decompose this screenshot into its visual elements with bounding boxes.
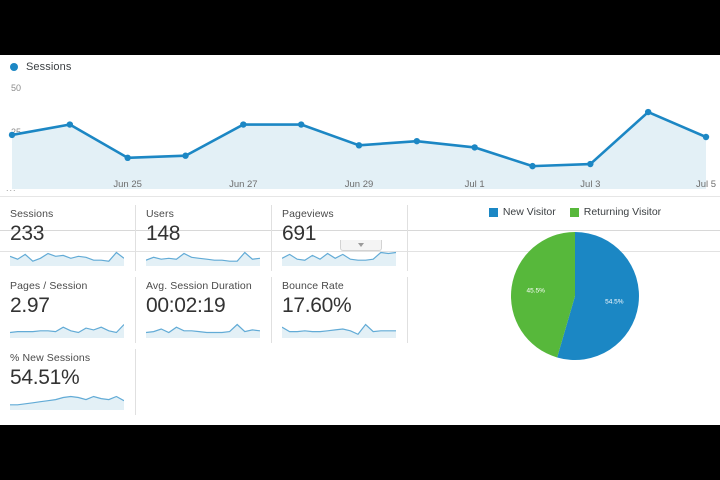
pie-chart-wrap[interactable]: 54.5% 45.5% [430,218,720,383]
metric-card-title: Pageviews [282,208,334,220]
metric-sparkline [282,251,396,266]
metric-card-value: 691 [282,222,317,245]
metric-card-value: 148 [146,222,181,245]
sessions-line-svg [8,108,710,189]
x-axis-tick: Jul 5 [695,179,717,190]
sessions-legend-dot-icon [10,63,18,71]
x-axis-leading-ellipsis: ... [6,183,17,193]
metric-card-title: Users [146,208,174,220]
metric-card-row: Pages / Session 2.97 Avg. Session Duration… [0,274,430,346]
pie-legend: New Visitor Returning Visitor [430,202,720,218]
pie-legend-item[interactable]: Returning Visitor [569,206,662,218]
x-axis-tick: Jun 27 [229,179,258,190]
metric-sparkline [10,251,124,266]
metric-card[interactable]: Pageviews 691 [272,202,408,274]
metric-card-title: Bounce Rate [282,280,344,292]
pie-legend-item[interactable]: New Visitor [488,206,556,218]
sessions-legend-label: Sessions [26,61,72,73]
pie-slice-label: 45.5% [526,287,545,294]
pie-slice[interactable] [510,232,575,358]
metric-card[interactable]: Pages / Session 2.97 [0,274,136,346]
metric-card-value: 233 [10,222,45,245]
metric-sparkline [146,323,260,338]
metric-card[interactable]: Users 148 [136,202,272,274]
chart-date-range-handle[interactable] [340,240,382,251]
pie-legend-swatch-icon [488,207,498,217]
metric-sparkline [10,395,124,410]
metric-card-title: Sessions [10,208,54,220]
x-axis-tick: Jul 1 [464,179,485,190]
metric-cards: Sessions 233 Users 148 Pageviews 691 Pages / S… [0,202,430,418]
x-axis-tick: Jul 3 [580,179,601,190]
metric-card-title: % New Sessions [10,352,91,364]
metric-card-value: 17.60% [282,294,352,317]
metric-card-row: Sessions 233 Users 148 Pageviews 691 [0,202,430,274]
sessions-legend[interactable]: Sessions [10,61,71,73]
metric-card[interactable]: Sessions 233 [0,202,136,274]
pie-slice-label: 54.5% [605,299,624,306]
chart-gridline-mid [0,196,720,197]
visitor-type-panel: New Visitor Returning Visitor 54.5% 45.5% [430,202,720,402]
metric-card-value: 00:02:19 [146,294,226,317]
x-axis-tick: Jun 25 [113,179,142,190]
metric-card-value: 54.51% [10,366,80,389]
metric-card-title: Pages / Session [10,280,88,292]
x-axis-tick: Jun 29 [344,179,374,190]
metric-card[interactable]: Avg. Session Duration 00:02:19 [136,274,272,346]
metric-sparkline [10,324,124,338]
metric-card[interactable]: % New Sessions 54.51% [0,346,136,418]
visitor-pie-svg: 54.5% 45.5% [510,232,639,360]
metric-sparkline [282,323,396,338]
metric-card-title: Avg. Session Duration [146,280,252,292]
x-axis-line [0,230,720,231]
pie-legend-swatch-icon [569,207,579,217]
sessions-plot-area[interactable] [0,85,720,197]
metric-card[interactable]: Bounce Rate 17.60% [272,274,408,346]
y-axis-tick-25: 25 [11,127,22,137]
pie-legend-label: New Visitor [502,206,556,218]
panel-divider [0,251,720,252]
sessions-chart-panel: Sessions 50 25 ... Jun 25 Jun 27 Jun 29 Jul… [0,55,720,252]
chevron-down-icon [358,243,364,247]
x-axis-ticks: Jun 25 Jun 27 Jun 29 Jul 1 Jul 3 Jul 5 [0,179,720,195]
metric-card-row: % New Sessions 54.51% [0,346,430,418]
dashboard-content: Sessions 50 25 ... Jun 25 Jun 27 Jun 29 Jul… [0,55,720,425]
y-axis-tick-50: 50 [11,83,22,93]
pie-slice[interactable] [557,232,639,360]
metric-card-value: 2.97 [10,294,50,317]
metric-sparkline [146,251,260,266]
pie-legend-label: Returning Visitor [583,206,662,218]
